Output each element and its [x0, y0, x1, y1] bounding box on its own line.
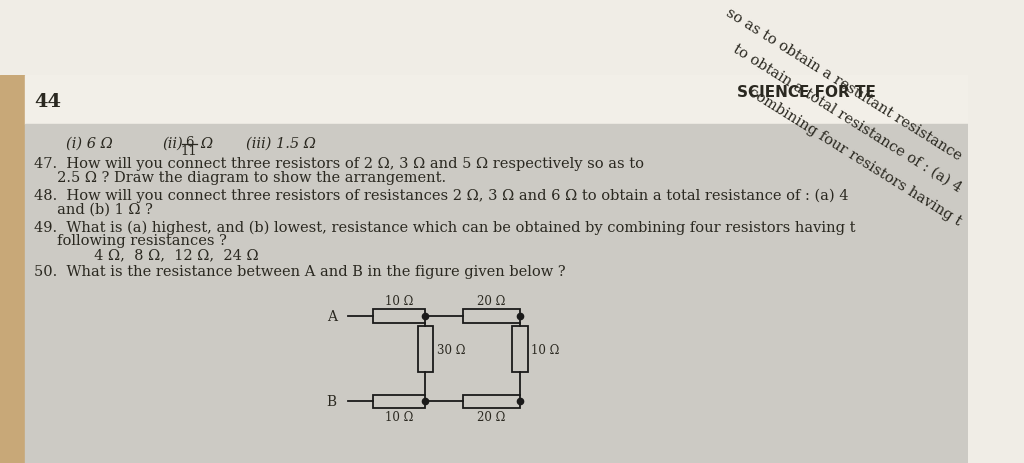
Bar: [25, 125, 969, 463]
Text: 50.  What is the resistance between A and B in the figure given below ?: 50. What is the resistance between A and…: [34, 265, 565, 279]
Text: 48.  How will you connect three resistors of resistances 2 Ω, 3 Ω and 6 Ω to obt: 48. How will you connect three resistors…: [34, 188, 849, 202]
Bar: [512, 326, 527, 372]
Text: (i) 6 Ω: (i) 6 Ω: [67, 136, 113, 150]
Text: A: A: [327, 309, 337, 323]
Text: 49.  What is (a) highest, and (b) lowest, resistance which can be obtained by co: 49. What is (a) highest, and (b) lowest,…: [34, 219, 855, 234]
Bar: [374, 394, 426, 408]
Text: SCIENCE FOR TE: SCIENCE FOR TE: [737, 85, 877, 100]
Bar: [25, 76, 969, 125]
Text: 20 Ω: 20 Ω: [477, 294, 506, 307]
Text: 47.  How will you connect three resistors of 2 Ω, 3 Ω and 5 Ω respectively so as: 47. How will you connect three resistors…: [34, 156, 644, 170]
Text: 6: 6: [185, 136, 194, 149]
Bar: [0, 76, 25, 463]
Bar: [463, 394, 520, 408]
Text: to obtain a total resistance of : (a) 4: to obtain a total resistance of : (a) 4: [731, 42, 965, 195]
Text: 20 Ω: 20 Ω: [477, 411, 506, 424]
Text: 30 Ω: 30 Ω: [437, 343, 465, 356]
Text: 10 Ω: 10 Ω: [385, 411, 414, 424]
Text: 4 Ω,  8 Ω,  12 Ω,  24 Ω: 4 Ω, 8 Ω, 12 Ω, 24 Ω: [71, 248, 258, 262]
Text: 44: 44: [34, 92, 61, 110]
Bar: [463, 310, 520, 323]
Text: (ii): (ii): [163, 136, 183, 150]
Text: following resistances ?: following resistances ?: [34, 234, 227, 248]
Text: 11: 11: [180, 144, 198, 157]
Text: Ω: Ω: [201, 136, 213, 150]
Text: 2.5 Ω ? Draw the diagram to show the arrangement.: 2.5 Ω ? Draw the diagram to show the arr…: [34, 170, 446, 184]
Text: (iii) 1.5 Ω: (iii) 1.5 Ω: [246, 136, 315, 150]
Text: and (b) 1 Ω ?: and (b) 1 Ω ?: [34, 202, 153, 216]
Text: B: B: [327, 394, 337, 408]
Text: so as to obtain a resultant resistance: so as to obtain a resultant resistance: [724, 6, 965, 163]
Bar: [374, 310, 426, 323]
Bar: [418, 326, 433, 372]
Text: 10 Ω: 10 Ω: [385, 294, 414, 307]
Text: 10 Ω: 10 Ω: [531, 343, 560, 356]
Text: combining four resistors having t: combining four resistors having t: [746, 85, 965, 228]
